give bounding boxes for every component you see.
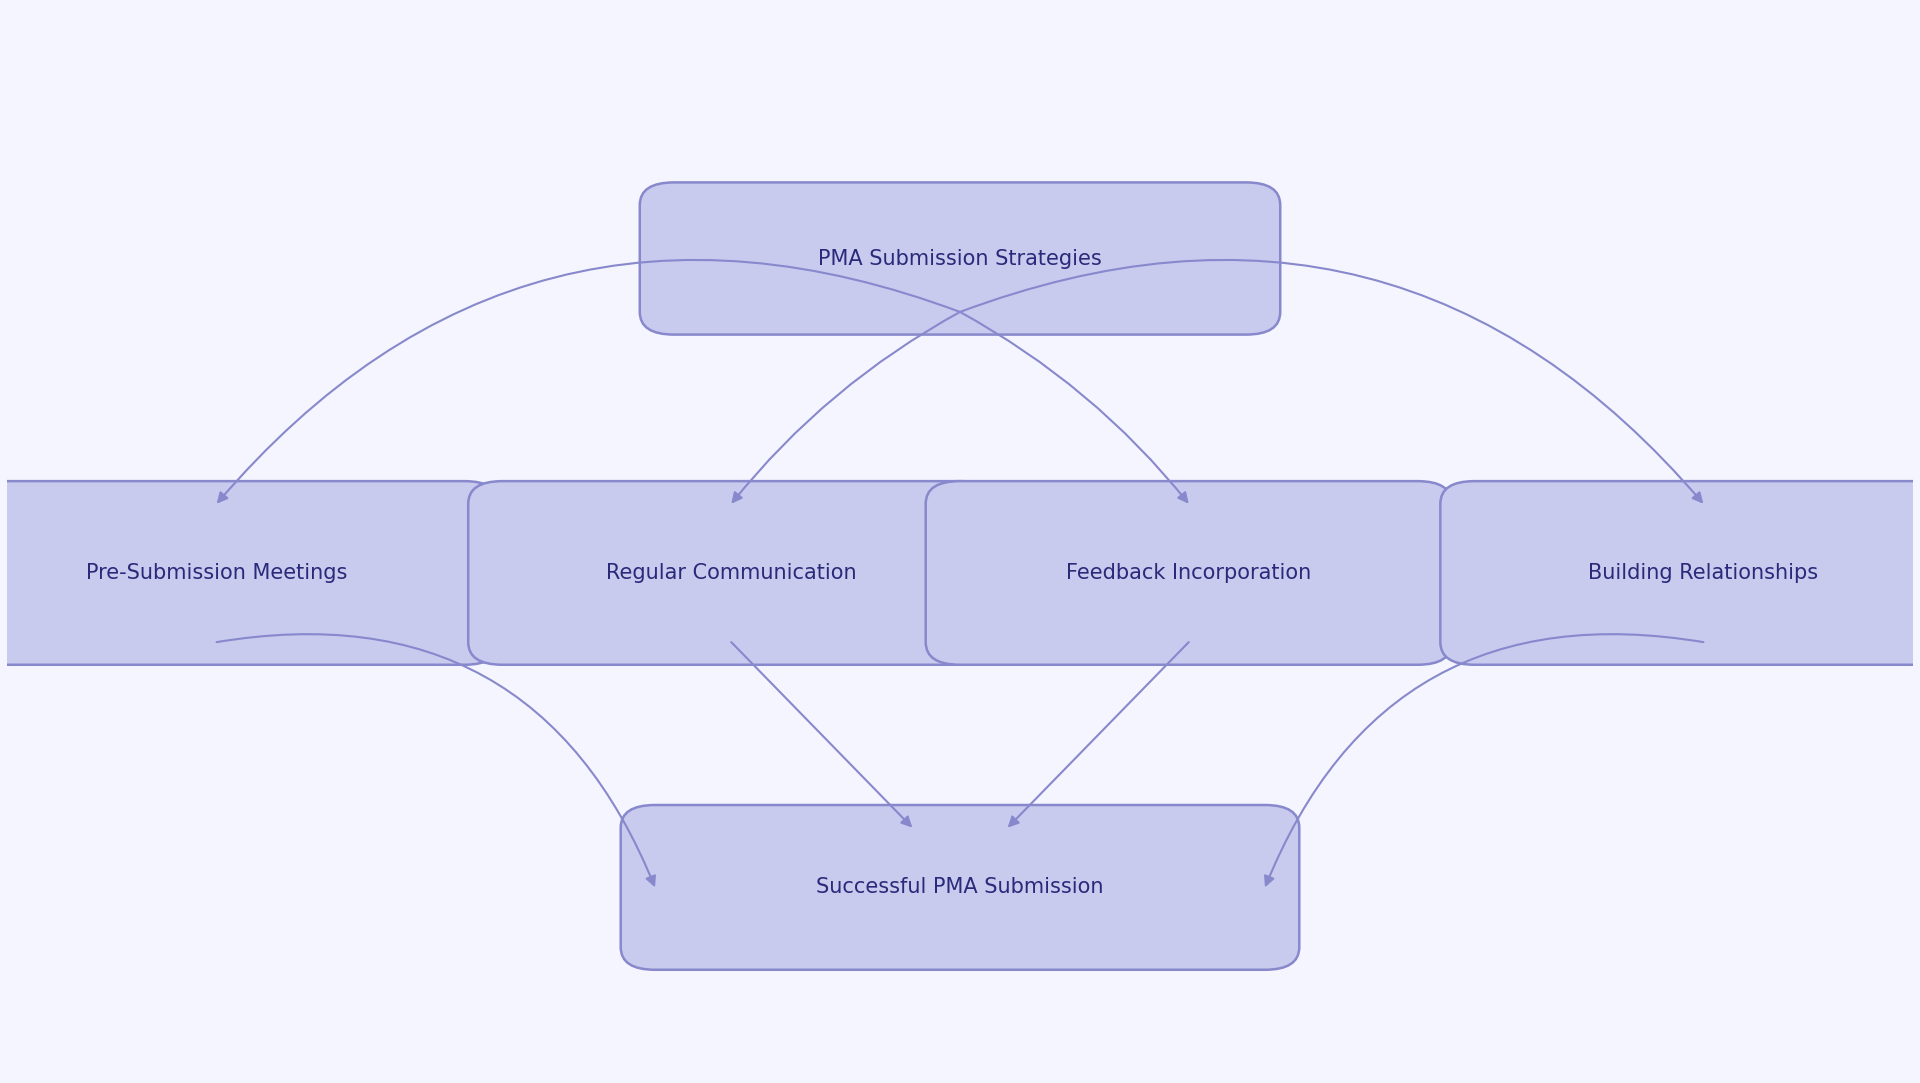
FancyBboxPatch shape <box>0 481 499 665</box>
Text: Feedback Incorporation: Feedback Incorporation <box>1066 563 1311 583</box>
Text: Pre-Submission Meetings: Pre-Submission Meetings <box>86 563 348 583</box>
FancyBboxPatch shape <box>639 182 1281 335</box>
FancyBboxPatch shape <box>925 481 1452 665</box>
Text: Successful PMA Submission: Successful PMA Submission <box>816 877 1104 898</box>
FancyBboxPatch shape <box>468 481 995 665</box>
FancyBboxPatch shape <box>620 805 1300 969</box>
Text: Building Relationships: Building Relationships <box>1588 563 1818 583</box>
Text: PMA Submission Strategies: PMA Submission Strategies <box>818 248 1102 269</box>
Text: Regular Communication: Regular Communication <box>607 563 856 583</box>
FancyBboxPatch shape <box>1440 481 1920 665</box>
